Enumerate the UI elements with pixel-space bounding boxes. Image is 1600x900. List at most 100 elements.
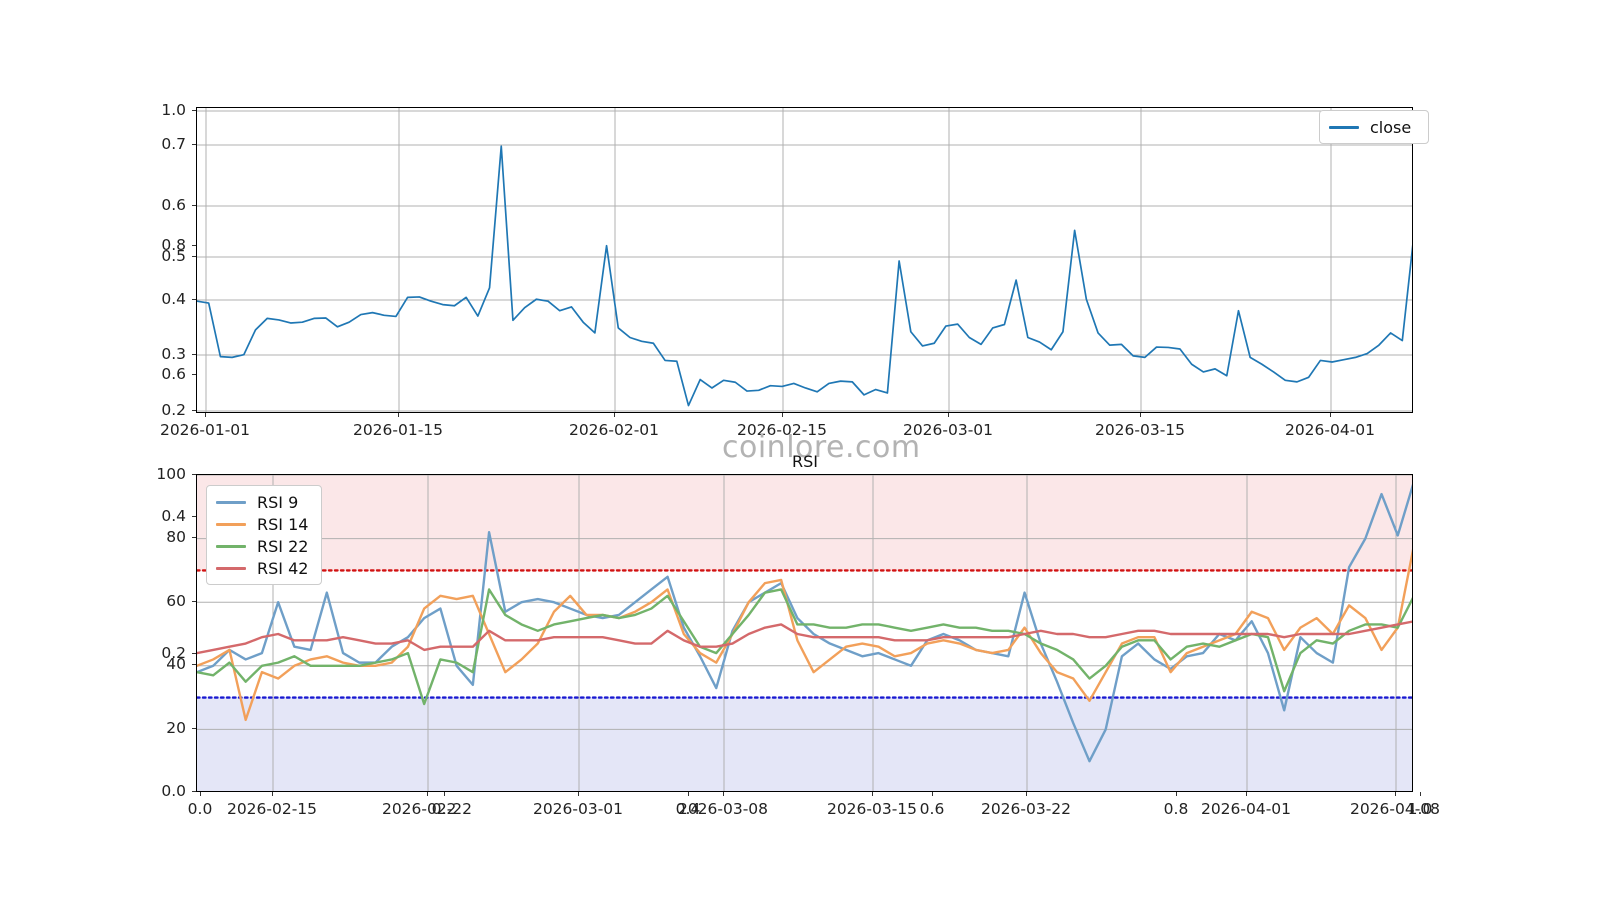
legend-item: RSI 22 <box>216 535 312 557</box>
rsi-x-tickmark <box>1420 792 1421 796</box>
rsi-legend: RSI 9 RSI 14 RSI 22 RSI 42 <box>206 485 322 585</box>
price-y-tick-label: 0.8 <box>161 236 186 254</box>
price-y-tick-label: 0.5 <box>161 247 186 265</box>
rsi-x-tick-label: 2026-03-15 <box>826 800 918 818</box>
rsi-x-tickmark <box>932 792 933 796</box>
legend-item: RSI 42 <box>216 557 312 579</box>
rsi-x-tickmark <box>872 792 873 796</box>
rsi-y-tickmark <box>192 537 196 538</box>
rsi-x-tickmark <box>578 792 579 796</box>
rsi-y-tick-label: 20 <box>166 719 186 737</box>
rsi-x-tick-label: 0.2 <box>431 800 457 818</box>
price-x-tickmark <box>948 413 949 417</box>
rsi-x-tick-label: 0.6 <box>919 800 945 818</box>
legend-label: close <box>1370 117 1412 137</box>
price-x-tick-label: 2026-01-01 <box>159 421 251 439</box>
legend-label: RSI 22 <box>257 536 309 556</box>
rsi-x-tickmark <box>1395 792 1396 796</box>
price-legend: close <box>1319 110 1429 144</box>
watermark: coinlore.com <box>722 430 921 465</box>
rsi9-color-swatch <box>216 500 246 504</box>
price-y-tick-label: 0.6 <box>161 365 186 383</box>
price-y-tickmark <box>192 256 196 257</box>
rsi-x-tickmark <box>688 792 689 796</box>
price-x-tickmark <box>614 413 615 417</box>
rsi-y-tick-label: 40 <box>166 655 186 673</box>
rsi-y-tickmark <box>192 664 196 665</box>
rsi42-color-swatch <box>216 566 246 570</box>
rsi-x-tick-label: 0.8 <box>1163 800 1189 818</box>
rsi-x-tickmark <box>427 792 428 796</box>
price-y-tick-label: 0.2 <box>161 401 186 419</box>
rsi-x-tick-label: 2026-04-01 <box>1200 800 1292 818</box>
rsi-line-chart <box>197 475 1412 791</box>
rsi-x-tickmark <box>1176 792 1177 796</box>
legend-item: close <box>1329 116 1419 138</box>
price-y-tickmark <box>192 410 196 411</box>
legend-label: RSI 42 <box>257 558 309 578</box>
rsi-x-tick-label: 2026-02-22 <box>381 800 473 818</box>
rsi-x-tickmark <box>272 792 273 796</box>
rsi-x-tickmark <box>723 792 724 796</box>
price-x-tickmark <box>205 413 206 417</box>
price-plot-area <box>196 107 1413 413</box>
price-y-tick-label: 0.6 <box>161 196 186 214</box>
legend-label: RSI 14 <box>257 514 309 534</box>
rsi-y-tickmark <box>192 601 196 602</box>
rsi22-color-swatch <box>216 544 246 548</box>
rsi-y-tickmark <box>192 474 196 475</box>
rsi-panel-title: RSI <box>792 452 818 471</box>
rsi-y-tick-label: 80 <box>166 528 186 546</box>
rsi14-color-swatch <box>216 522 246 526</box>
close-color-swatch <box>1329 125 1359 129</box>
price-x-tick-label: 2026-03-15 <box>1094 421 1186 439</box>
price-y-tickmark <box>192 144 196 145</box>
price-y-tickmark <box>192 299 196 300</box>
rsi-x-tick-label: 2026-03-22 <box>980 800 1072 818</box>
price-x-tick-label: 2026-02-01 <box>568 421 660 439</box>
price-line-chart <box>197 108 1412 412</box>
rsi-x-tick-label: 1.0 <box>1407 800 1433 818</box>
price-y-tickmark <box>192 354 196 355</box>
rsi-plot-area <box>196 474 1413 792</box>
price-x-tickmark <box>1330 413 1331 417</box>
rsi-x-tick-label: 0.0 <box>187 800 213 818</box>
price-y-tick-label: 0.7 <box>161 135 186 153</box>
price-x-tick-label: 2026-04-01 <box>1284 421 1376 439</box>
price-x-tickmark <box>782 413 783 417</box>
rsi-y-tickmark <box>192 728 196 729</box>
rsi-y-tickmark <box>192 516 196 517</box>
price-x-tick-label: 2026-03-01 <box>902 421 994 439</box>
price-y-tickmark <box>192 205 196 206</box>
rsi-y-tickmark <box>192 791 196 792</box>
price-x-tickmark <box>1140 413 1141 417</box>
price-y-tick-label: 1.0 <box>161 101 186 119</box>
price-x-tick-label: 2026-01-15 <box>352 421 444 439</box>
price-y-tickmark <box>192 374 196 375</box>
price-y-tickmark <box>192 110 196 111</box>
price-y-tickmark <box>192 245 196 246</box>
legend-item: RSI 14 <box>216 513 312 535</box>
rsi-x-tickmark <box>200 792 201 796</box>
price-x-tickmark <box>398 413 399 417</box>
rsi-y-tickmark <box>192 653 196 654</box>
rsi-y-tick-label: 0.4 <box>161 507 186 525</box>
rsi-x-tickmark <box>1026 792 1027 796</box>
rsi-y-tick-label: 60 <box>166 592 186 610</box>
rsi-x-tick-label: 0.4 <box>675 800 701 818</box>
price-y-tick-label: 0.4 <box>161 290 186 308</box>
rsi-y-tick-label: 100 <box>156 465 186 483</box>
legend-item: RSI 9 <box>216 491 312 513</box>
rsi-x-tick-label: 2026-02-15 <box>226 800 318 818</box>
price-x-tick-label: 2026-02-15 <box>736 421 828 439</box>
rsi-x-tickmark <box>444 792 445 796</box>
rsi-x-tick-label: 2026-03-08 <box>677 800 769 818</box>
rsi-x-tick-label: 2026-03-01 <box>532 800 624 818</box>
rsi-x-tickmark <box>1246 792 1247 796</box>
rsi-y-tick-label: 0.0 <box>161 782 186 800</box>
rsi-x-tick-label: 2026-04-08 <box>1349 800 1441 818</box>
legend-label: RSI 9 <box>257 492 299 512</box>
price-y-tick-label: 0.3 <box>161 345 186 363</box>
rsi-y-tick-label: 0.2 <box>161 644 186 662</box>
